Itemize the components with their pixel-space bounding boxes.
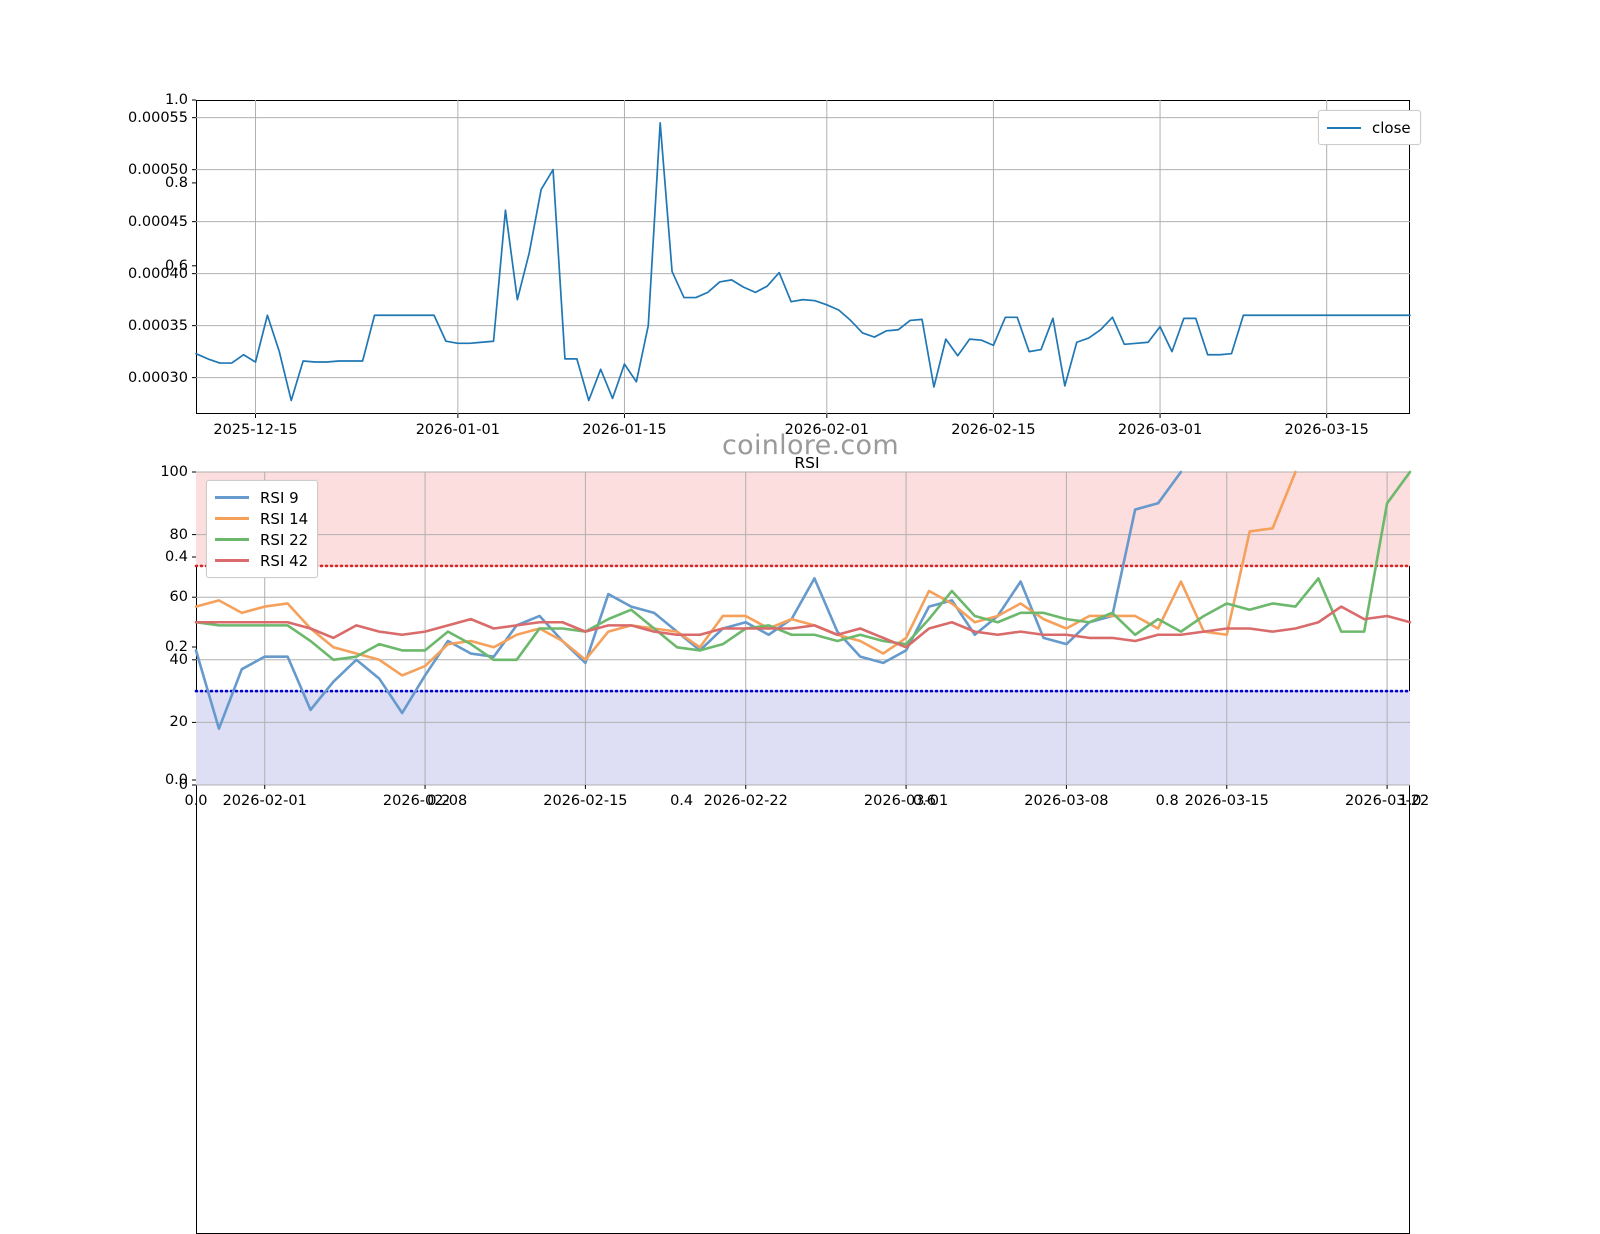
- legend-line-swatch: [215, 538, 249, 541]
- rsi-legend-item[interactable]: RSI 14: [215, 508, 308, 529]
- price-legend[interactable]: close: [1318, 110, 1421, 145]
- legend-line-swatch: [215, 496, 249, 499]
- rsi-legend[interactable]: RSI 9 RSI 14 RSI 22 RSI 42: [206, 480, 319, 578]
- price-x-tick: 2026-01-01: [415, 422, 500, 438]
- rsi-overlay-y-tick: 0.2: [164, 639, 188, 655]
- rsi-x-tick: 2026-03-01: [863, 793, 949, 809]
- rsi-series-svg: [192, 470, 1412, 789]
- rsi-overlay-x-tick: 0.0: [184, 793, 208, 809]
- price-x-tick: 2025-12-15: [213, 422, 298, 438]
- rsi-x-tick: 2026-03-15: [1184, 793, 1269, 809]
- price-overlay-y-tick: 0.8: [164, 174, 188, 191]
- rsi-x-tick: 2026-03-08: [1024, 793, 1109, 809]
- legend-label: RSI 9: [260, 488, 299, 507]
- rsi-overlay-x-tick: 0.6: [912, 793, 936, 809]
- price-legend-item[interactable]: close: [1327, 117, 1411, 138]
- rsi-x-tick: 2026-02-15: [543, 793, 628, 809]
- price-x-tick: 2026-03-01: [1117, 422, 1203, 438]
- legend-label: RSI 14: [260, 509, 309, 528]
- rsi-overlay-x-tick: 0.8: [1155, 793, 1179, 809]
- price-x-tick: 2026-02-15: [951, 422, 1036, 438]
- rsi-legend-item[interactable]: RSI 42: [215, 550, 308, 571]
- price-x-tick: 2026-01-15: [582, 422, 667, 438]
- rsi-overlay-x-tick: 0.4: [670, 793, 694, 809]
- watermark: coinlore.com: [722, 430, 899, 461]
- price-y-tick: 0.00040: [128, 265, 188, 282]
- rsi-x-tick: 2026-02-08: [382, 793, 468, 809]
- rsi-overlay-x-tick: 1.0: [1398, 793, 1422, 809]
- price-y-tick: 0.00030: [128, 369, 188, 386]
- price-y-tick: 0.00045: [128, 213, 188, 230]
- rsi-chart-panel: RSI 100 80 60 40 20 0 2026-02-01 2026-02-08 202…: [0, 450, 1600, 1234]
- rsi-y-tick: 60: [169, 589, 188, 606]
- legend-label: close: [1372, 118, 1411, 137]
- rsi-legend-item[interactable]: RSI 22: [215, 529, 308, 550]
- price-series-svg: [192, 99, 1411, 418]
- price-overlay-y-tick: 1.0: [164, 92, 188, 108]
- legend-line-swatch: [215, 517, 249, 520]
- legend-line-swatch: [1327, 126, 1361, 129]
- price-y-tick: 0.00050: [128, 161, 188, 178]
- rsi-y-tick: 80: [169, 526, 188, 543]
- rsi-y-tick: 20: [169, 714, 188, 731]
- price-y-tick: 0.00055: [128, 109, 188, 126]
- legend-label: RSI 22: [260, 530, 309, 549]
- rsi-y-tick: 100: [160, 464, 188, 480]
- rsi-overlay-y-tick: 0.4: [164, 549, 188, 565]
- rsi-x-tick: 2026-03-22: [1344, 793, 1430, 809]
- rsi-legend-item[interactable]: RSI 9: [215, 487, 308, 508]
- legend-line-swatch: [215, 559, 249, 562]
- rsi-x-tick: 2026-02-22: [703, 793, 788, 809]
- price-plot-frame: [196, 100, 1410, 414]
- rsi-overlay-y-tick: 0.0: [164, 772, 188, 788]
- rsi-overlay-x-tick: 0.2: [427, 793, 451, 809]
- price-overlay-y-tick: 0.6: [164, 257, 188, 274]
- rsi-y-tick: 40: [169, 651, 188, 668]
- legend-label: RSI 42: [260, 551, 309, 570]
- rsi-x-tick: 2026-02-01: [222, 793, 307, 809]
- rsi-title: RSI: [794, 454, 820, 472]
- rsi-y-tick: 0: [178, 777, 188, 793]
- price-x-tick: 2026-02-01: [784, 422, 869, 438]
- price-y-tick: 0.00035: [128, 317, 188, 334]
- price-x-tick: 2026-03-15: [1284, 422, 1369, 438]
- price-chart-panel: 0.00055 0.00050 0.00045 0.00040 0.00035 0.000…: [0, 0, 1600, 450]
